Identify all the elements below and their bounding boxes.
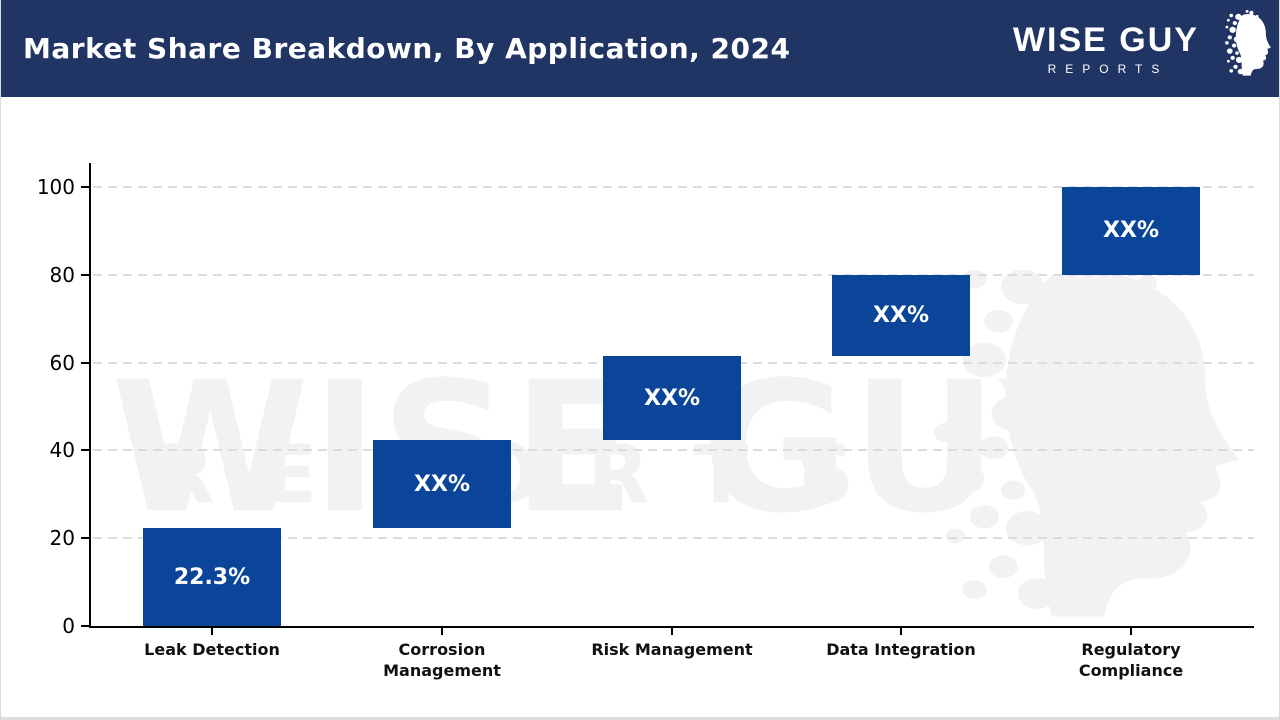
bar-data-integration: XX% [832,274,970,356]
gridline-20 [93,537,1254,540]
y-tick-40 [81,449,91,452]
x-tick-2 [671,628,673,635]
bar-value-label: 22.3% [173,564,251,590]
brand-logo-text: WISE GUY REPORTS [1013,23,1199,76]
y-tick-20 [81,537,91,540]
gridline-100 [93,186,1254,188]
gridline-80 [93,273,1254,276]
bar-value-label: XX% [644,385,700,411]
category-label-1: Corrosion Management [383,640,501,680]
bar-corrosion-management: XX% [373,440,511,529]
category-label-3: Data Integration [826,640,976,659]
category-label-2: Risk Management [591,640,753,659]
x-tick-0 [211,628,213,635]
y-tick-100 [81,186,91,188]
bar-value-label: XX% [1103,218,1159,244]
y-tick-label-60: 60 [49,350,75,375]
brand-subname: REPORTS [1047,61,1169,76]
y-tick-60 [81,361,91,364]
brand-logo: WISE GUY REPORTS [1013,6,1273,92]
y-tick-label-0: 0 [62,614,75,638]
bar-leak-detection: 22.3% [143,528,281,626]
x-tick-1 [441,628,443,635]
gridline-40 [93,449,1254,452]
y-axis [89,163,91,628]
x-tick-4 [1130,628,1132,635]
report-header: Market Share Breakdown, By Application, … [1,0,1279,97]
bar-regulatory-compliance: XX% [1062,187,1200,275]
y-tick-label-20: 20 [49,526,75,551]
x-axis [89,626,1254,628]
x-tick-3 [900,628,902,635]
bar-value-label: XX% [873,302,929,328]
category-label-4: Regulatory Compliance [1078,640,1184,680]
page-title: Market Share Breakdown, By Application, … [23,32,791,65]
y-tick-label-100: 100 [36,175,75,199]
category-label-0: Leak Detection [144,640,280,659]
y-tick-0 [81,625,91,627]
bar-value-label: XX% [414,471,470,497]
y-tick-label-80: 80 [49,262,75,287]
y-tick-label-40: 40 [49,438,75,463]
bar-risk-management: XX% [603,356,741,441]
dotted-face-icon [1225,10,1271,76]
brand-name: WISE GUY [1012,20,1199,59]
y-tick-80 [81,273,91,276]
